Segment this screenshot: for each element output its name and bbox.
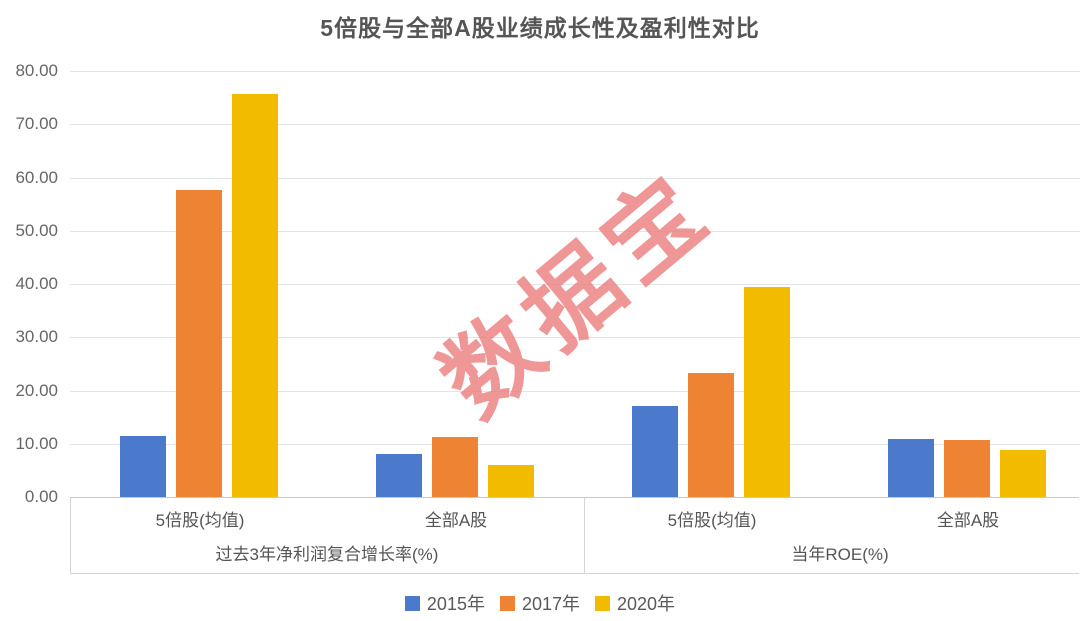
bar-2017年-5倍股(均值) xyxy=(176,189,222,497)
legend-item: 2015年 xyxy=(404,590,485,616)
y-axis-label: 50.00 xyxy=(15,220,58,240)
y-axis-label: 0.00 xyxy=(24,487,58,506)
legend: 2015年 2017年 2020年 xyxy=(0,591,1080,615)
y-axis-label: 30.00 xyxy=(15,327,58,347)
plot-area xyxy=(70,71,1080,497)
bar-2015年-全部A股 xyxy=(376,453,422,497)
category-label: 全部A股 xyxy=(936,511,1000,530)
legend-item: 2020年 xyxy=(595,590,675,616)
bar-2020年-全部A股 xyxy=(488,465,534,497)
legend-label: 2015年 xyxy=(426,594,485,614)
legend-swatch-icon xyxy=(595,595,611,611)
bar-group xyxy=(376,437,534,497)
gridline xyxy=(70,284,1080,285)
category-label: 全部A股 xyxy=(424,511,488,530)
y-axis-label: 10.00 xyxy=(15,433,58,453)
y-axis-label: 70.00 xyxy=(15,114,58,134)
bar-group xyxy=(632,286,790,497)
bar-2017年-5倍股(均值) xyxy=(688,372,734,497)
chart-title: 5倍股与全部A股业绩成长性及盈利性对比 xyxy=(320,15,760,41)
gridline xyxy=(70,230,1080,232)
gridline xyxy=(70,337,1080,339)
gridline xyxy=(70,71,1080,72)
bar-2015年-全部A股 xyxy=(888,438,934,497)
legend-swatch-icon xyxy=(404,595,420,611)
bar-2020年-5倍股(均值) xyxy=(744,286,790,497)
legend-label: 2020年 xyxy=(617,594,676,614)
legend-swatch-icon xyxy=(499,595,515,611)
bar-2015年-5倍股(均值) xyxy=(632,405,678,497)
category-label: 5倍股(均值) xyxy=(667,511,757,530)
y-axis-label: 40.00 xyxy=(15,274,58,293)
bar-2020年-全部A股 xyxy=(1000,450,1046,497)
gridline xyxy=(70,177,1080,179)
legend-item: 2017年 xyxy=(499,590,581,616)
y-axis-label: 20.00 xyxy=(15,380,58,400)
x-axis-table: 5倍股(均值) 全部A股 5倍股(均值) 全部A股过去3年净利润复合增长率(%) 当年R… xyxy=(70,497,1079,574)
category-group-label: 当年ROE(%) xyxy=(791,545,889,564)
axis-group-divider xyxy=(584,498,585,573)
bar-group xyxy=(888,438,1046,497)
category-group-label: 过去3年净利润复合增长率(%) xyxy=(215,545,439,564)
bar-2017年-全部A股 xyxy=(944,440,990,497)
y-axis-label: 60.00 xyxy=(15,167,58,187)
gridline xyxy=(70,124,1080,126)
bar-2017年-全部A股 xyxy=(432,437,478,497)
legend-label: 2017年 xyxy=(521,594,581,614)
y-axis-label: 80.00 xyxy=(15,61,58,80)
category-label: 5倍股(均值) xyxy=(155,511,245,530)
bar-2015年-5倍股(均值) xyxy=(120,435,166,497)
bar-2020年-5倍股(均值) xyxy=(232,94,278,497)
gridline xyxy=(70,443,1080,445)
bar-group xyxy=(120,94,278,497)
gridline xyxy=(70,390,1080,392)
y-axis: 0.00 10.00 20.00 30.00 40.00 50.00 60.00 70.00 8… xyxy=(0,61,62,506)
